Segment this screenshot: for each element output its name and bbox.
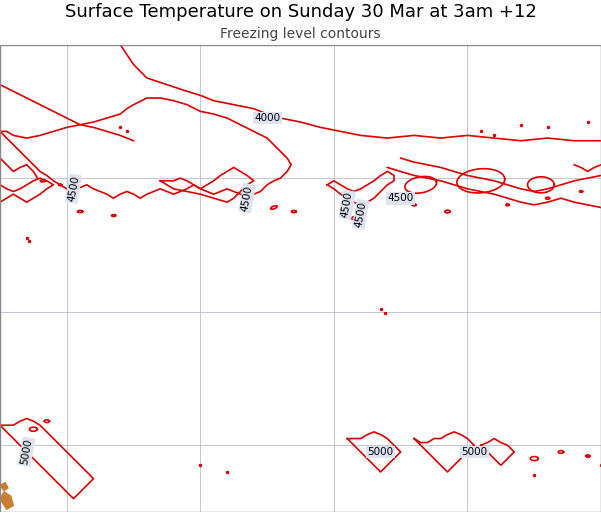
Text: 5000: 5000 [461,447,487,457]
Polygon shape [0,492,13,509]
Text: 4500: 4500 [353,201,368,228]
Text: Surface Temperature on Sunday 30 Mar at 3am +12: Surface Temperature on Sunday 30 Mar at … [64,3,537,21]
Text: 4500: 4500 [240,184,254,212]
Text: Freezing level contours: Freezing level contours [220,27,381,41]
Text: 4500: 4500 [388,193,414,203]
Text: 4500: 4500 [340,191,355,219]
Text: 5000: 5000 [368,447,394,457]
Text: 5000: 5000 [19,438,34,466]
Text: 4500: 4500 [66,175,81,203]
Text: 4000: 4000 [254,113,280,123]
Polygon shape [0,483,8,490]
